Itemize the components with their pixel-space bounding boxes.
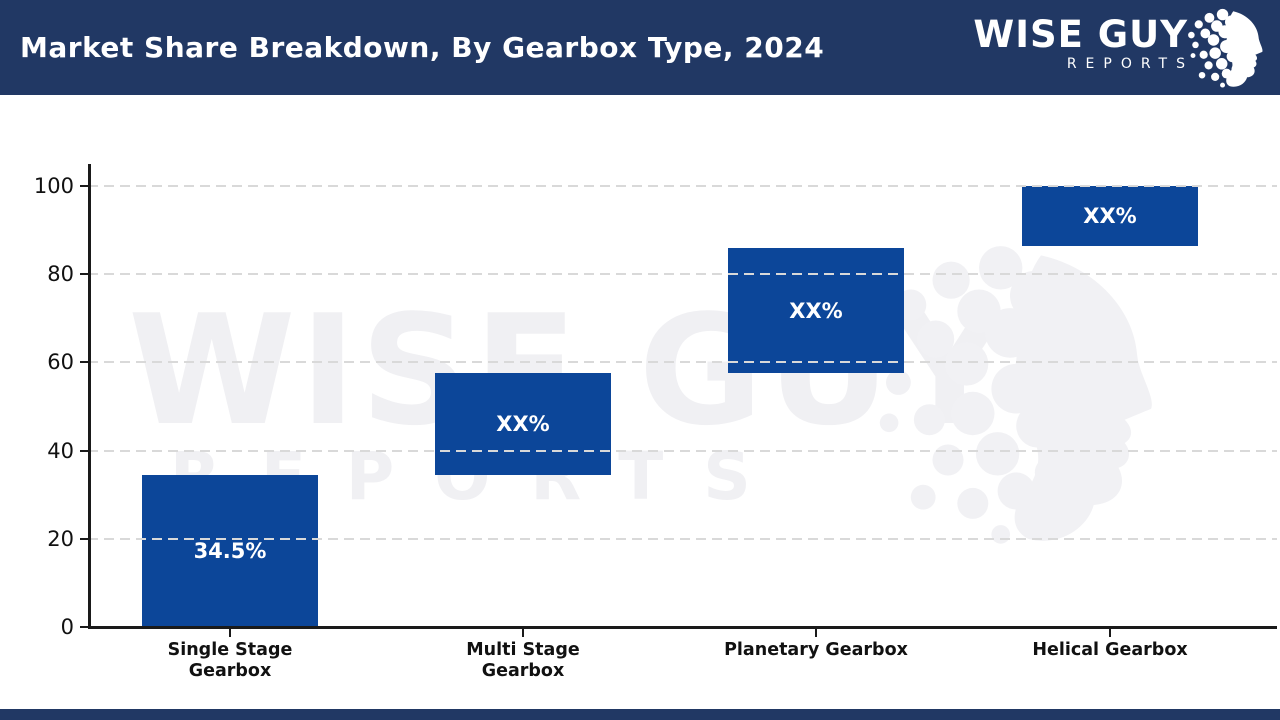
header-band: Market Share Breakdown, By Gearbox Type,… <box>0 0 1280 95</box>
brand-face-icon <box>1188 8 1263 88</box>
x-category-label: Multi Stage Gearbox <box>393 640 653 682</box>
bar-2 <box>435 373 611 475</box>
x-category-label-line: Gearbox <box>481 661 565 681</box>
y-tick-label: 100 <box>33 174 74 198</box>
y-tick-mark <box>80 185 88 187</box>
x-category-label-line: Single Stage <box>167 640 293 660</box>
bar-value-label: XX% <box>496 412 550 437</box>
gridline-40 <box>88 449 1277 452</box>
x-tick-mark <box>815 628 817 637</box>
y-tick-label: 0 <box>60 615 74 639</box>
bar-value-label: 34.5% <box>193 538 267 563</box>
x-tick-mark <box>1109 628 1111 637</box>
y-tick-mark <box>80 273 88 276</box>
bar-1 <box>142 474 318 627</box>
footer-band <box>0 709 1280 720</box>
x-category-label-line: Gearbox <box>188 661 272 681</box>
brand-logo: WISE GUY REPORTS <box>973 4 1266 92</box>
bar-value-label: XX% <box>789 298 843 323</box>
y-tick-label: 80 <box>47 262 74 287</box>
bar-4 <box>1022 186 1198 246</box>
gridline-20 <box>88 537 1277 540</box>
x-tick-mark <box>522 628 524 637</box>
x-category-label: Helical Gearbox <box>980 640 1240 661</box>
y-tick-mark <box>80 626 88 628</box>
x-tick-mark <box>229 628 231 637</box>
y-tick-mark <box>80 537 88 540</box>
chart-title: Market Share Breakdown, By Gearbox Type,… <box>20 31 825 64</box>
x-category-label: Planetary Gearbox <box>686 640 946 661</box>
bar-value-label: XX% <box>1083 203 1137 228</box>
x-category-label: Single Stage Gearbox <box>100 640 360 682</box>
x-axis-line <box>88 626 1277 629</box>
brand-logo-text: WISE GUY REPORTS <box>973 16 1188 74</box>
gridline-100 <box>88 185 1277 187</box>
y-tick-label: 60 <box>47 350 74 375</box>
y-tick-label: 20 <box>47 526 74 551</box>
x-category-label-line: Multi Stage <box>466 640 580 660</box>
bar-3 <box>728 247 904 374</box>
x-category-label-line: Planetary Gearbox <box>724 640 908 660</box>
brand-name: WISE GUY <box>973 13 1188 56</box>
gridline-80 <box>88 273 1277 276</box>
y-tick-mark <box>80 361 88 364</box>
brand-subtitle: REPORTS <box>1066 56 1194 72</box>
gridline-60 <box>88 361 1277 364</box>
y-tick-label: 40 <box>47 438 74 463</box>
y-tick-mark <box>80 449 88 452</box>
y-axis-line <box>88 164 91 629</box>
x-category-label-line: Helical Gearbox <box>1032 640 1188 660</box>
